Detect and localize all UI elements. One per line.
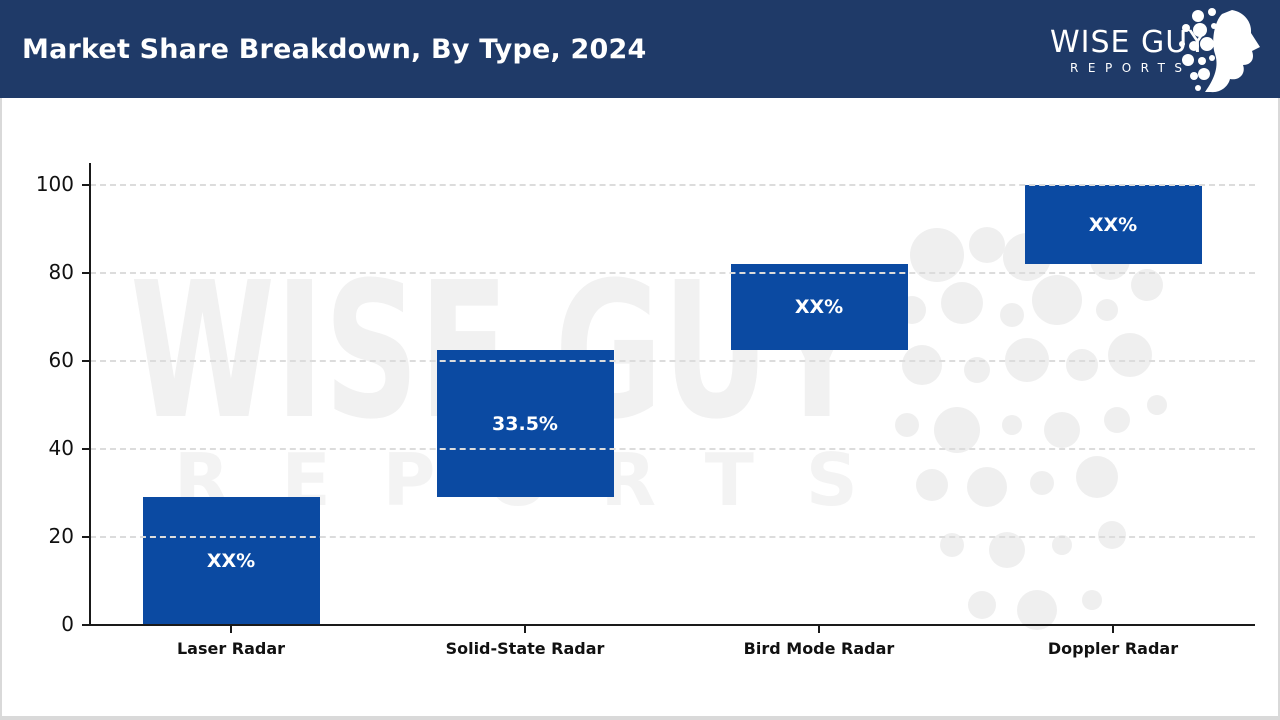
x-axis-line <box>90 624 1255 626</box>
x-tick-label-4: Doppler Radar <box>1047 639 1179 658</box>
y-tick-40 <box>82 448 90 450</box>
x-tick-label-2: Solid-State Radar <box>445 639 605 658</box>
gridline-y100 <box>90 184 1255 186</box>
x-tick-2 <box>524 625 526 633</box>
y-tick-label-40: 40 <box>48 436 74 460</box>
y-tick-label-0: 0 <box>61 612 74 636</box>
y-tick-label-60: 60 <box>48 348 74 372</box>
gridline-y40 <box>90 448 1255 450</box>
y-tick-60 <box>82 360 90 362</box>
y-tick-label-20: 20 <box>48 524 74 548</box>
y-tick-label-100: 100 <box>35 172 74 196</box>
bar-value-label: XX% <box>794 296 844 319</box>
y-axis-line <box>89 163 91 626</box>
page-title: Market Share Breakdown, By Type, 2024 <box>22 33 647 65</box>
gridline-y20 <box>90 536 1255 538</box>
logo-subtitle: REPORTS <box>1070 61 1192 75</box>
wise-guy-logo: WISE GUY REPORTS <box>1026 6 1266 94</box>
y-tick-0 <box>82 624 90 626</box>
x-tick-3 <box>818 625 820 633</box>
bar-value-label: XX% <box>1088 213 1138 236</box>
x-tick-label-3: Bird Mode Radar <box>743 639 895 658</box>
bar-3: XX% <box>730 264 908 350</box>
bar-value-label: XX% <box>206 550 256 573</box>
x-tick-4 <box>1112 625 1114 633</box>
gridline-y60 <box>90 360 1255 362</box>
y-tick-label-80: 80 <box>48 260 74 284</box>
bar-2: 33.5% <box>436 350 614 498</box>
watermark-face-dots <box>895 227 1167 630</box>
x-tick-label-1: Laser Radar <box>176 639 286 658</box>
bar-1: XX% <box>142 497 320 625</box>
x-tick-1 <box>230 625 232 633</box>
y-tick-20 <box>82 536 90 538</box>
y-tick-100 <box>82 184 90 186</box>
y-tick-80 <box>82 272 90 274</box>
gridline-y80 <box>90 272 1255 274</box>
bar-value-label: 33.5% <box>492 412 558 435</box>
title-bar: Market Share Breakdown, By Type, 2024 WI… <box>0 0 1280 98</box>
bar-4: XX% <box>1024 185 1202 265</box>
logo-face-icon <box>1179 8 1260 93</box>
